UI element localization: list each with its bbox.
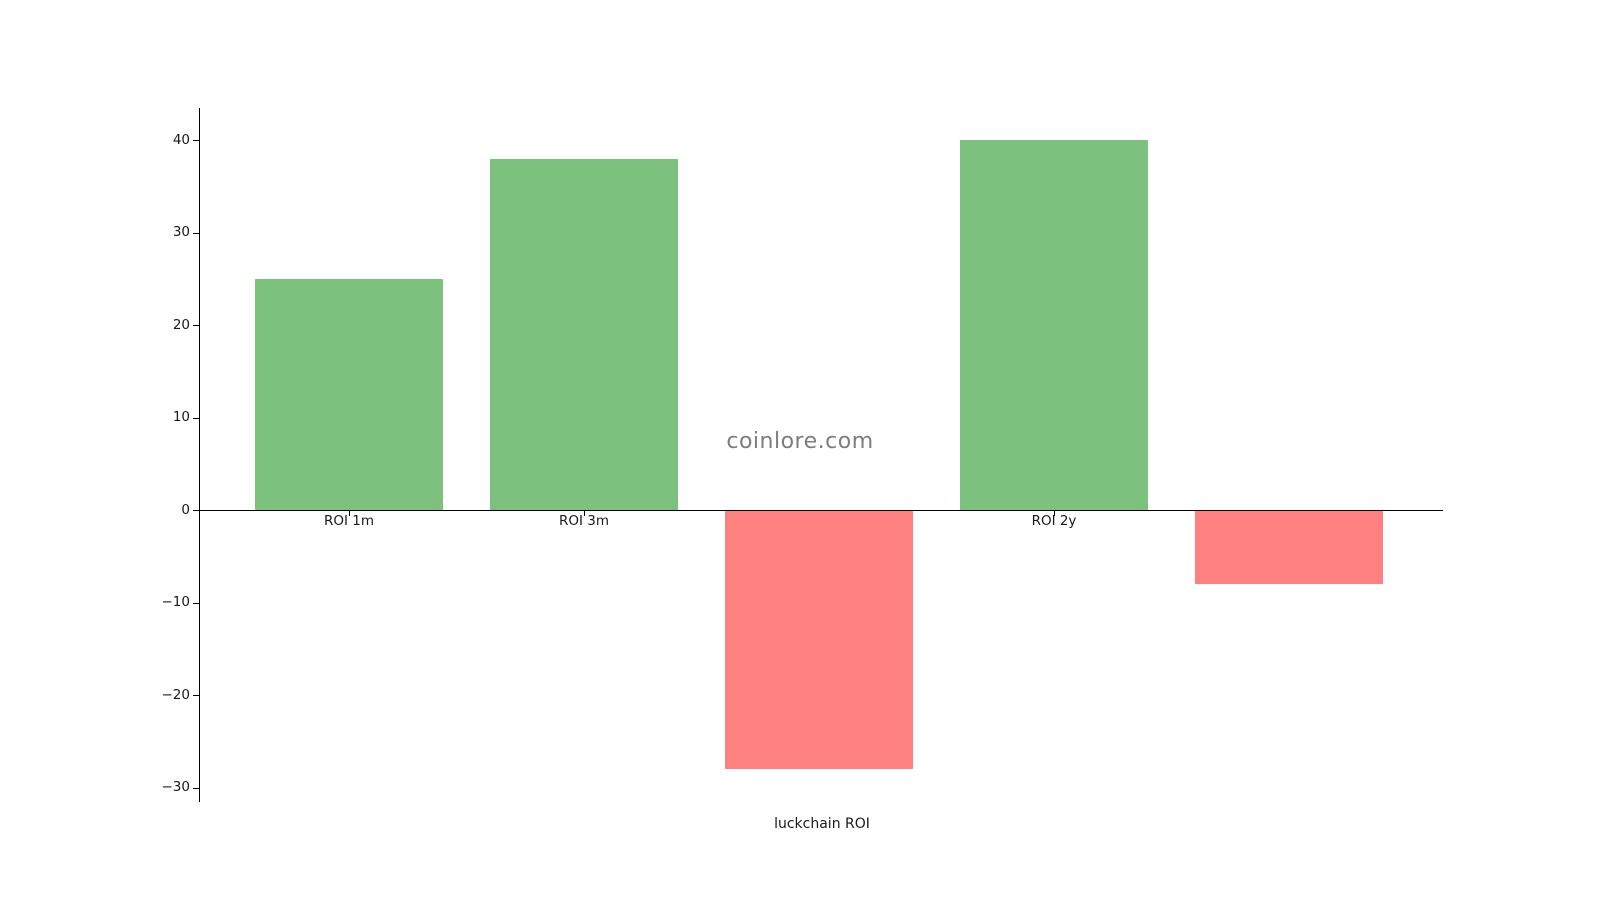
bar bbox=[490, 158, 678, 510]
x-tick-label: ROI 1m bbox=[323, 513, 375, 529]
watermark-text: coinlore.com bbox=[726, 429, 874, 454]
y-tick-label: −10 bbox=[161, 594, 191, 610]
y-tick-label: −20 bbox=[161, 686, 191, 703]
y-tick-mark bbox=[193, 695, 199, 696]
bar bbox=[960, 140, 1148, 510]
x-tick-mark bbox=[584, 511, 585, 516]
y-tick-mark bbox=[193, 140, 199, 141]
y-tick-mark bbox=[193, 232, 199, 234]
y-tick-label: 40 bbox=[172, 131, 190, 148]
bar bbox=[255, 278, 443, 510]
x-tick-mark bbox=[1054, 511, 1055, 516]
y-tick-label: 10 bbox=[172, 409, 190, 425]
x-axis-line bbox=[199, 510, 1443, 511]
y-tick-mark bbox=[193, 787, 199, 789]
bar bbox=[1195, 510, 1383, 584]
y-tick-label: 0 bbox=[181, 501, 190, 518]
y-tick-mark bbox=[193, 325, 199, 326]
x-tick-label: ROI 2y bbox=[1031, 513, 1077, 529]
y-tick-mark bbox=[193, 510, 199, 511]
x-axis-title: luckchain ROI bbox=[774, 816, 870, 832]
x-tick-label: ROI 3m bbox=[558, 513, 610, 529]
y-axis-spine bbox=[199, 108, 200, 802]
y-tick-label: 30 bbox=[172, 224, 190, 240]
y-tick-label: −30 bbox=[161, 779, 191, 795]
y-tick-mark bbox=[193, 602, 199, 604]
bar bbox=[725, 510, 913, 769]
x-tick-mark bbox=[349, 511, 350, 516]
y-tick-mark bbox=[193, 417, 199, 419]
y-tick-label: 20 bbox=[172, 316, 190, 333]
